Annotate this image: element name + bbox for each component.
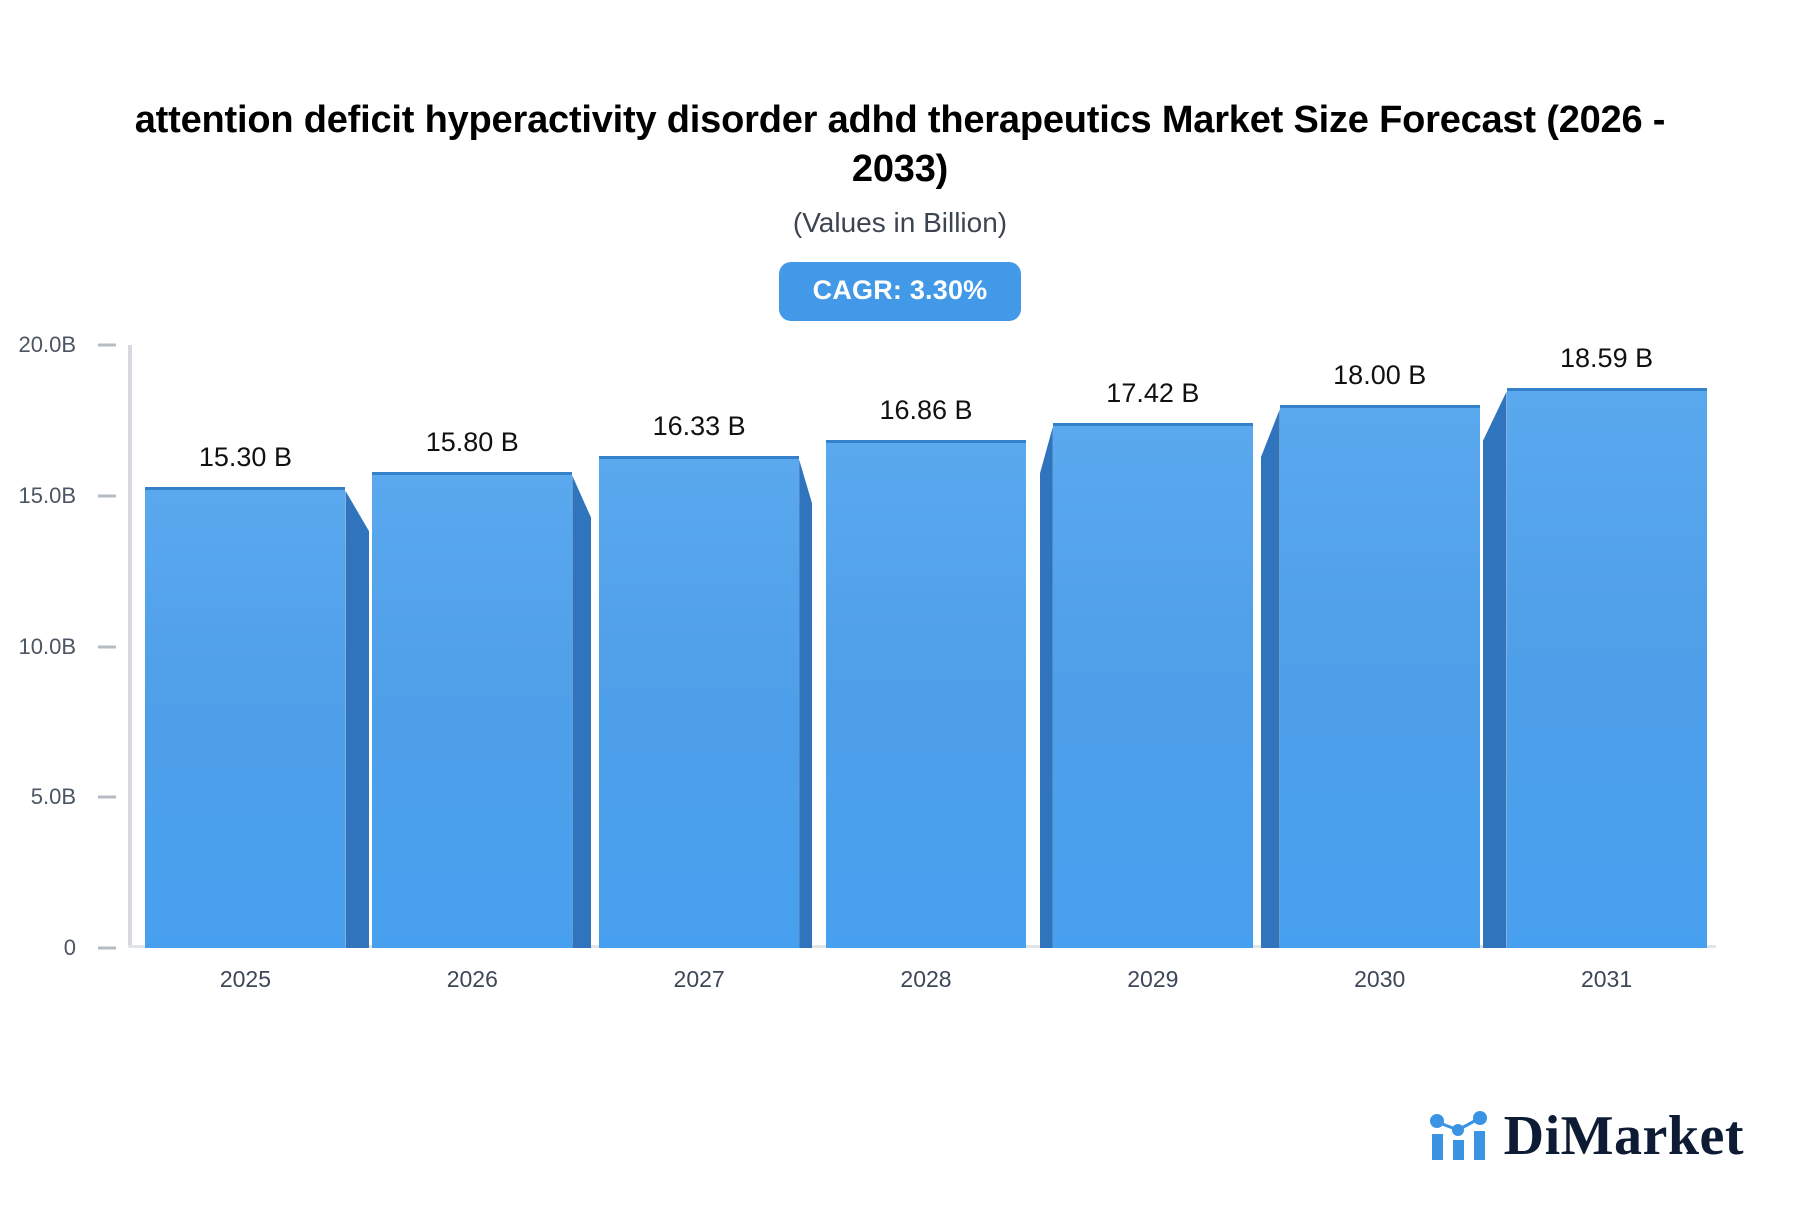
y-axis-tick-label: 5.0B	[30, 784, 76, 810]
y-axis-tick-label: 15.0B	[18, 482, 77, 508]
bar-side-face	[345, 490, 370, 948]
bar-value-label: 15.80 B	[425, 426, 519, 457]
y-axis-tick-label: 10.0B	[18, 633, 77, 659]
bar-2030[interactable]: 18.00 B	[1260, 360, 1480, 948]
bar-2026[interactable]: 15.80 B	[372, 427, 592, 948]
bars-layer: 15.30 B 15.80 B 16.33 B 16.86 B 17.42 B 18.00…	[128, 343, 1716, 948]
cagr-badge: CAGR: 3.30%	[778, 262, 1022, 321]
chart-subtitle: (Values in Billion)	[792, 207, 1008, 239]
y-axis-tick-mark	[98, 343, 116, 347]
x-axis-label-2028: 2028	[900, 966, 952, 992]
bar-face	[1506, 387, 1707, 948]
bar-face	[1279, 405, 1480, 948]
y-axis-tick-mark	[98, 946, 116, 950]
cagr-badge-wrap: CAGR: 3.30%	[0, 262, 1800, 321]
bar-side-face	[1260, 409, 1280, 948]
plot-area: 15.30 B 15.80 B 16.33 B 16.86 B 17.42 B 18.00…	[128, 343, 1716, 948]
bar-side-face	[1039, 426, 1053, 948]
y-axis-tick-label: 20.0B	[18, 332, 77, 357]
bar-value-label: 18.00 B	[1333, 360, 1427, 391]
title-block: attention deficit hyperactivity disorder…	[0, 96, 1800, 239]
bar-2029[interactable]: 17.42 B	[1039, 378, 1253, 948]
bar-2028[interactable]: 16.86 B	[826, 395, 1026, 948]
bar-2025[interactable]: 15.30 B	[145, 442, 370, 948]
bar-2031[interactable]: 18.59 B	[1482, 343, 1707, 948]
bar-value-label: 17.42 B	[1106, 377, 1200, 408]
bar-face	[826, 439, 1026, 948]
bar-2027[interactable]: 16.33 B	[599, 411, 813, 948]
bar-face	[599, 455, 800, 948]
y-axis-line	[128, 345, 132, 948]
bar-side-face	[572, 475, 592, 948]
y-axis-tick-mark	[98, 795, 116, 799]
bar-value-label: 16.86 B	[879, 394, 973, 425]
bar-side-face	[1482, 391, 1507, 948]
bar-face	[145, 486, 346, 948]
bar-value-label: 18.59 B	[1560, 342, 1654, 373]
x-axis-label-2025: 2025	[219, 966, 272, 992]
x-axis-label-2030: 2030	[1354, 966, 1406, 992]
x-axis-label-2031: 2031	[1580, 966, 1633, 992]
bar-value-label: 16.33 B	[652, 410, 746, 441]
y-axis-tick-mark	[98, 645, 116, 648]
x-axis-label-2026: 2026	[446, 966, 498, 992]
x-axis-label-2027: 2027	[673, 966, 725, 992]
bar-face	[372, 471, 573, 948]
y-axis-tick-label: 0	[63, 935, 76, 960]
y-axis-tick-mark	[98, 494, 116, 498]
logo-text: DiMarket	[1503, 1105, 1744, 1167]
page-title: attention deficit hyperactivity disorder…	[134, 99, 1666, 190]
dimarket-logo: DiMarket	[1428, 1108, 1744, 1164]
bar-chart-logo-icon	[1429, 1111, 1487, 1160]
bar-face	[1052, 422, 1253, 948]
bar-side-face	[799, 459, 813, 948]
bar-value-label: 15.30 B	[198, 441, 292, 472]
x-axis-label-2029: 2029	[1127, 966, 1179, 992]
